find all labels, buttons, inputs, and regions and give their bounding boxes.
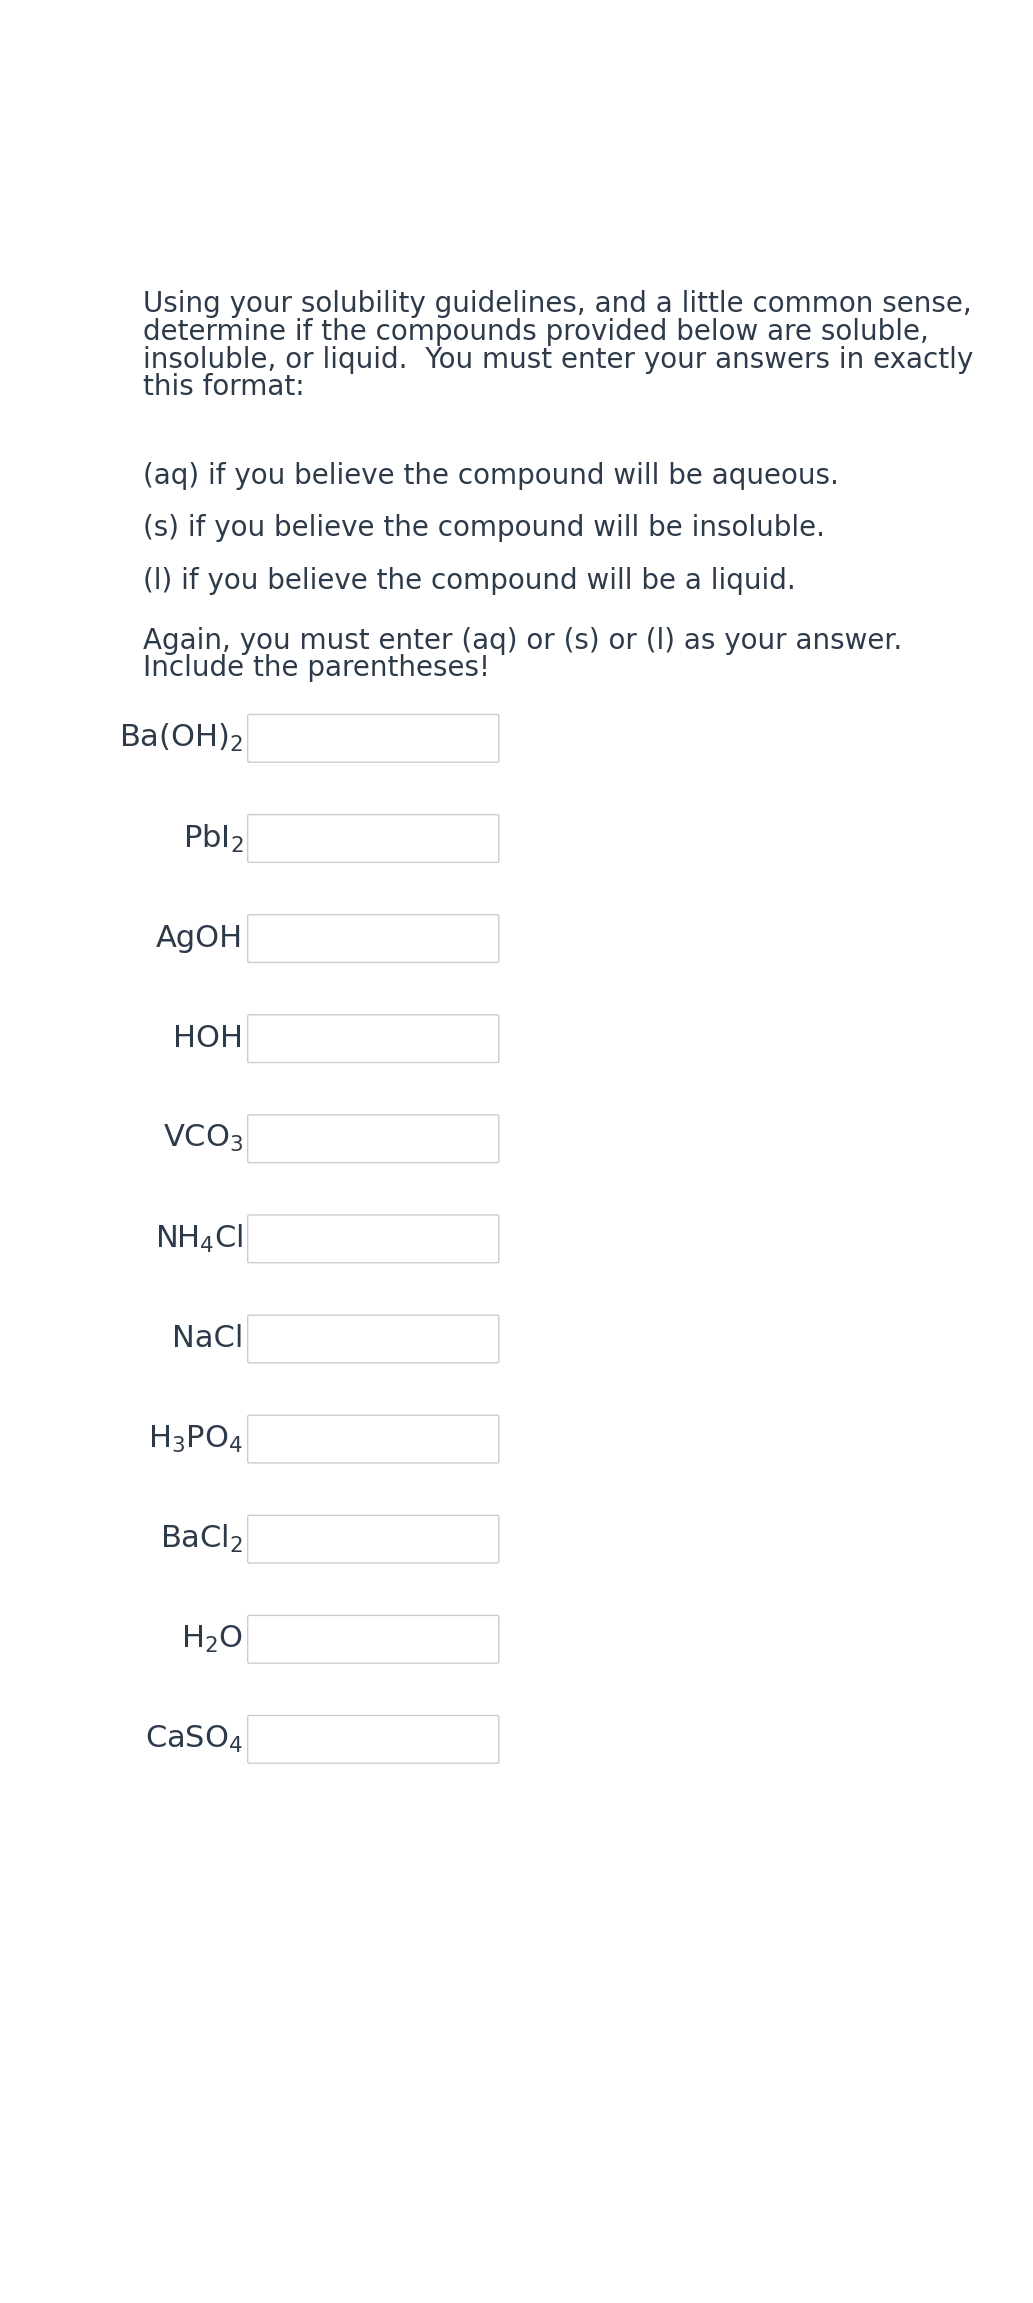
Text: this format:: this format: (144, 373, 305, 401)
FancyBboxPatch shape (248, 1216, 499, 1262)
FancyBboxPatch shape (248, 1716, 499, 1764)
Text: (l) if you believe the compound will be a liquid.: (l) if you believe the compound will be … (144, 567, 795, 594)
Text: CaSO$_4$: CaSO$_4$ (145, 1725, 243, 1755)
Text: (s) if you believe the compound will be insoluble.: (s) if you believe the compound will be … (144, 514, 825, 541)
FancyBboxPatch shape (248, 1115, 499, 1163)
Text: Using your solubility guidelines, and a little common sense,: Using your solubility guidelines, and a … (144, 290, 972, 318)
Text: insoluble, or liquid.  You must enter your answers in exactly: insoluble, or liquid. You must enter you… (144, 345, 973, 373)
Text: NaCl: NaCl (171, 1324, 243, 1354)
Text: BaCl$_2$: BaCl$_2$ (160, 1522, 243, 1555)
FancyBboxPatch shape (248, 1315, 499, 1363)
FancyBboxPatch shape (248, 1614, 499, 1663)
FancyBboxPatch shape (248, 1515, 499, 1564)
Text: PbI$_2$: PbI$_2$ (183, 822, 243, 854)
Text: determine if the compounds provided below are soluble,: determine if the compounds provided belo… (144, 318, 929, 345)
Text: H$_3$PO$_4$: H$_3$PO$_4$ (149, 1423, 243, 1455)
FancyBboxPatch shape (248, 914, 499, 963)
Text: AgOH: AgOH (156, 924, 243, 953)
Text: VCO$_3$: VCO$_3$ (162, 1124, 243, 1154)
Text: Again, you must enter (aq) or (s) or (l) as your answer.: Again, you must enter (aq) or (s) or (l)… (144, 626, 902, 654)
Text: Include the parentheses!: Include the parentheses! (144, 654, 491, 682)
FancyBboxPatch shape (248, 714, 499, 762)
Text: NH$_4$Cl: NH$_4$Cl (155, 1223, 243, 1255)
FancyBboxPatch shape (248, 1016, 499, 1062)
Text: Ba(OH)$_2$: Ba(OH)$_2$ (119, 723, 243, 755)
FancyBboxPatch shape (248, 815, 499, 861)
Text: H$_2$O: H$_2$O (181, 1624, 243, 1656)
Text: (aq) if you believe the compound will be aqueous.: (aq) if you believe the compound will be… (144, 463, 839, 491)
FancyBboxPatch shape (248, 1414, 499, 1462)
Text: HOH: HOH (174, 1025, 243, 1052)
